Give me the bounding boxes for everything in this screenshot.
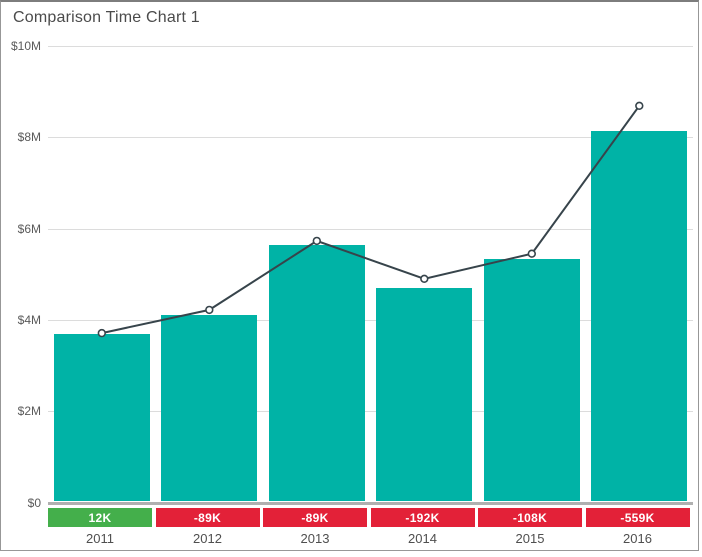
bar-2012[interactable] (161, 315, 258, 502)
bar-2011[interactable] (53, 333, 150, 502)
chart-plot-area: $10M $8M $6M $4M $2M $0 12K -89K -89K -192K -108K… (1, 2, 698, 550)
bar-2014[interactable] (376, 287, 473, 502)
y-axis-tick-label: $6M (17, 221, 41, 236)
delta-badge-2014[interactable]: -192K (370, 508, 475, 527)
x-axis-year-label: 2013 (300, 531, 330, 546)
delta-badge-label: -192K (405, 510, 440, 525)
bar-2013[interactable] (268, 244, 365, 502)
y-axis-tick-label: $0 (27, 495, 41, 510)
delta-badge-2015[interactable]: -108K (478, 508, 582, 527)
x-axis-year-label: 2014 (408, 531, 437, 546)
bar-2015[interactable] (483, 258, 580, 502)
delta-badge-2011[interactable]: 12K (48, 508, 152, 527)
bar-2016[interactable] (591, 130, 688, 502)
line-marker-2016[interactable] (635, 101, 644, 111)
delta-badge-2013[interactable]: -89K (263, 508, 367, 527)
x-axis-year-label: 2016 (623, 531, 652, 546)
gridline (48, 46, 693, 47)
delta-badge-label: -89K (193, 510, 222, 525)
line-marker-2014[interactable] (420, 274, 429, 283)
y-axis-tick-label: $10M (10, 39, 41, 53)
baseline-axis (48, 502, 693, 505)
delta-badge-label: 12K (88, 510, 112, 525)
gridline (48, 411, 693, 412)
delta-badge-label: -89K (301, 510, 329, 525)
x-axis-year-label: 2011 (86, 531, 114, 546)
delta-badge-2016[interactable]: -559K (585, 508, 690, 527)
y-axis-tick-label: $4M (17, 312, 41, 327)
y-axis-tick-label: $8M (17, 130, 41, 145)
line-marker-2013[interactable] (312, 236, 321, 246)
line-marker-2012[interactable] (205, 305, 214, 315)
x-axis-year-label: 2015 (515, 531, 545, 546)
line-marker-2015[interactable] (527, 249, 536, 258)
y-axis-tick-label: $2M (17, 404, 41, 419)
x-axis-year-label: 2012 (193, 531, 222, 546)
delta-badge-label: -108K (512, 510, 548, 525)
delta-badge-label: -559K (620, 510, 655, 525)
chart-title: Comparison Time Chart 1 (13, 9, 200, 26)
delta-badge-2012[interactable]: -89K (155, 508, 260, 527)
